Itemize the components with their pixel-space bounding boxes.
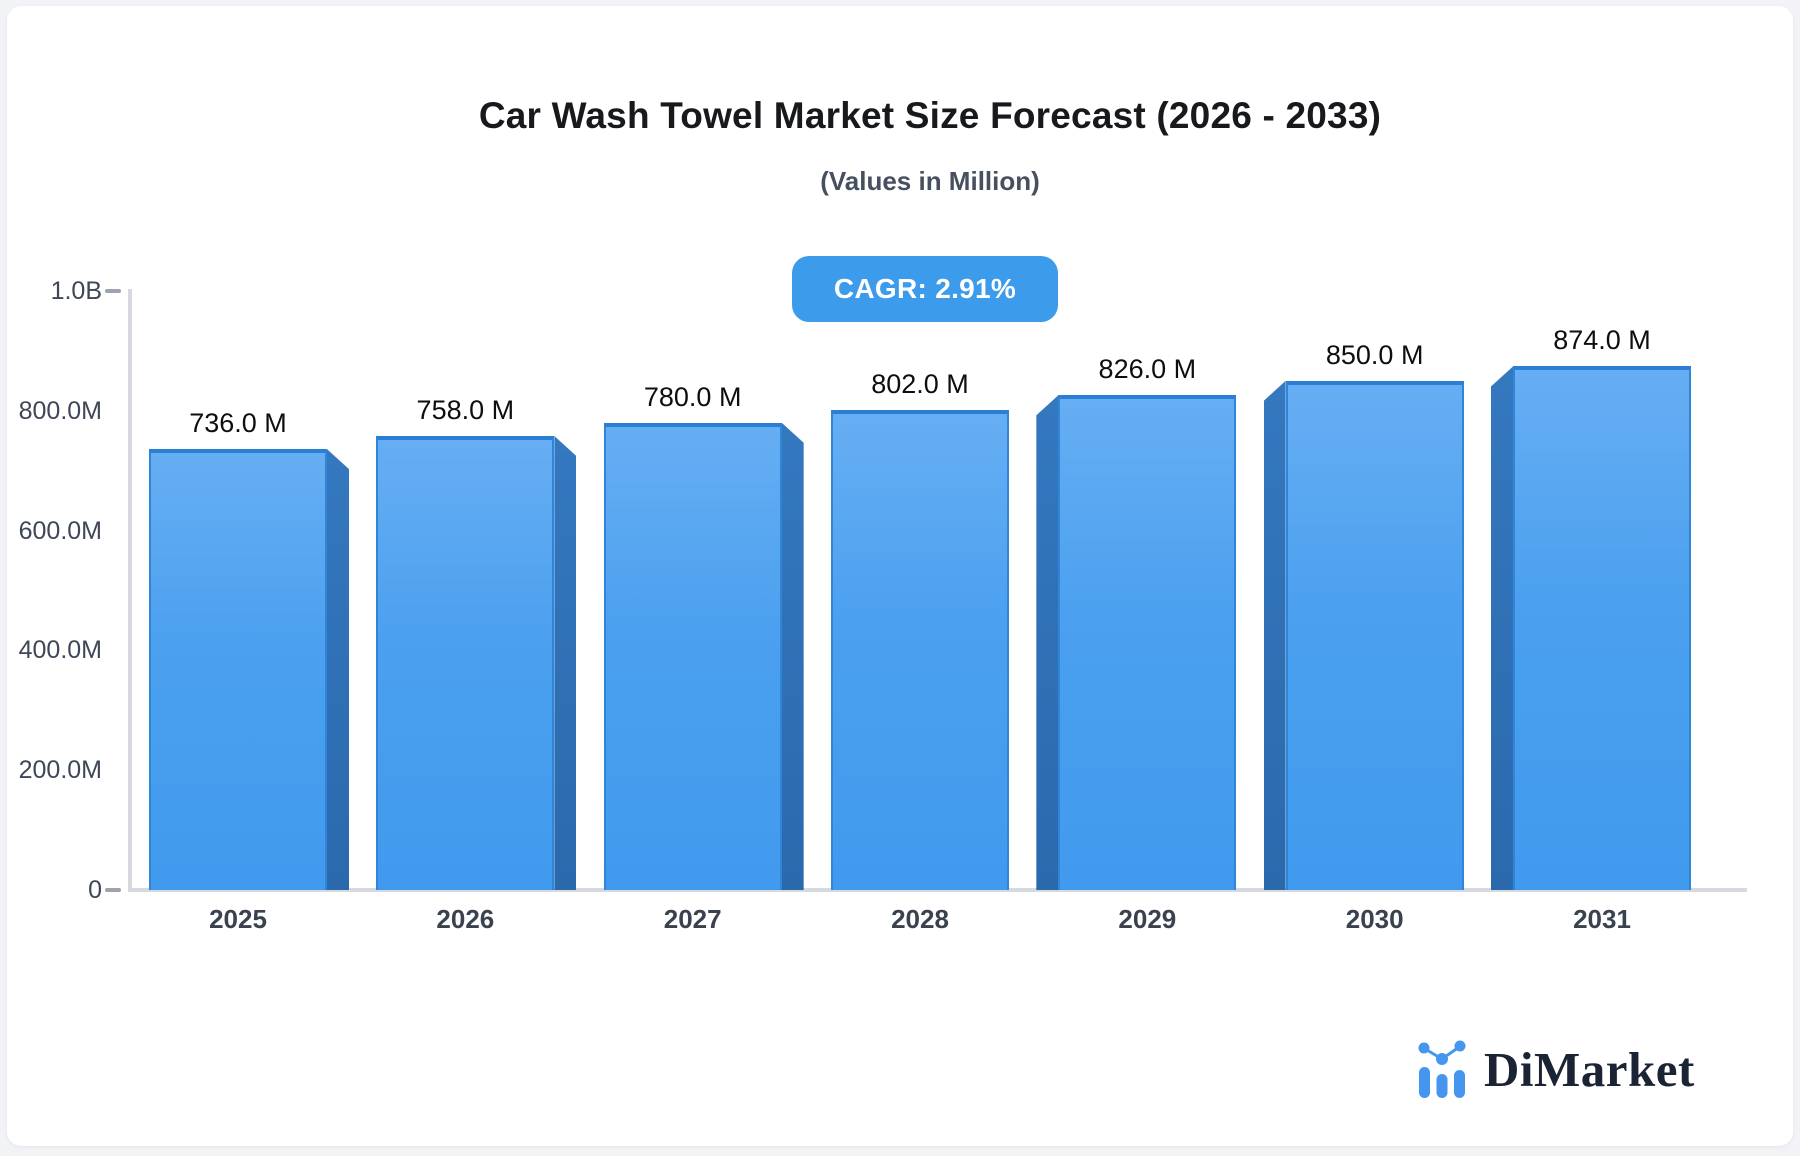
- y-axis-tick-label: 600.0M: [18, 516, 102, 545]
- x-axis-label: 2031: [1573, 904, 1631, 934]
- x-axis-baseline: [128, 888, 1747, 892]
- dimarket-logo: DiMarket: [1418, 1038, 1695, 1100]
- bar-value-label: 874.0 M: [1553, 325, 1651, 356]
- bar-side-panel: [1490, 366, 1513, 890]
- bar-chart-logo-icon: [1418, 1040, 1466, 1098]
- y-axis-line: [128, 289, 132, 892]
- bar-2026: [376, 435, 555, 890]
- x-axis-label: 2028: [891, 904, 949, 934]
- x-axis-label: 2030: [1345, 904, 1404, 934]
- y-axis-tick-label: 0: [88, 876, 102, 904]
- y-axis-tick-label: 400.0M: [18, 636, 102, 665]
- bar-value-label: 780.0 M: [643, 381, 742, 412]
- bar-2030: [1285, 380, 1464, 890]
- bar-2027: [603, 422, 782, 890]
- y-axis-tick-label: 800.0M: [18, 396, 102, 425]
- bar-value-label: 758.0 M: [416, 394, 515, 425]
- cagr-badge: CAGR: 2.91%: [792, 256, 1058, 322]
- bar-2028: [830, 409, 1009, 890]
- cagr-badge-label: CAGR: 2.91%: [833, 273, 1017, 304]
- bar-value-label: 736.0 M: [189, 408, 287, 439]
- bar-value-label: 850.0 M: [1325, 339, 1424, 370]
- chart-subtitle: (Values in Million): [820, 166, 1040, 196]
- x-axis-label: 2027: [663, 904, 722, 934]
- x-axis-label: 2026: [436, 904, 495, 934]
- bar-2031: [1512, 366, 1691, 890]
- bar-value-label: 826.0 M: [1098, 354, 1197, 385]
- bar-value-label: 802.0 M: [871, 368, 969, 399]
- bar-2025: [149, 449, 327, 890]
- chart-title: Car Wash Towel Market Size Forecast (202…: [478, 95, 1382, 136]
- bar-side-panel: [327, 449, 349, 890]
- y-axis-tick-mark: [105, 888, 121, 892]
- x-axis-label: 2029: [1118, 904, 1177, 934]
- y-axis-tick-mark: [105, 289, 121, 293]
- bar-side-panel: [1036, 395, 1059, 890]
- y-axis-tick-label: 200.0M: [18, 756, 102, 785]
- bar-side-panel: [1263, 380, 1286, 890]
- y-axis-tick-label: 1.0B: [50, 277, 102, 305]
- bar-side-panel: [554, 435, 577, 890]
- x-axis-label: 2025: [209, 904, 267, 934]
- bar-2029: [1058, 395, 1237, 890]
- bar-side-panel: [781, 422, 804, 890]
- dimarket-logo-text: DiMarket: [1484, 1041, 1695, 1097]
